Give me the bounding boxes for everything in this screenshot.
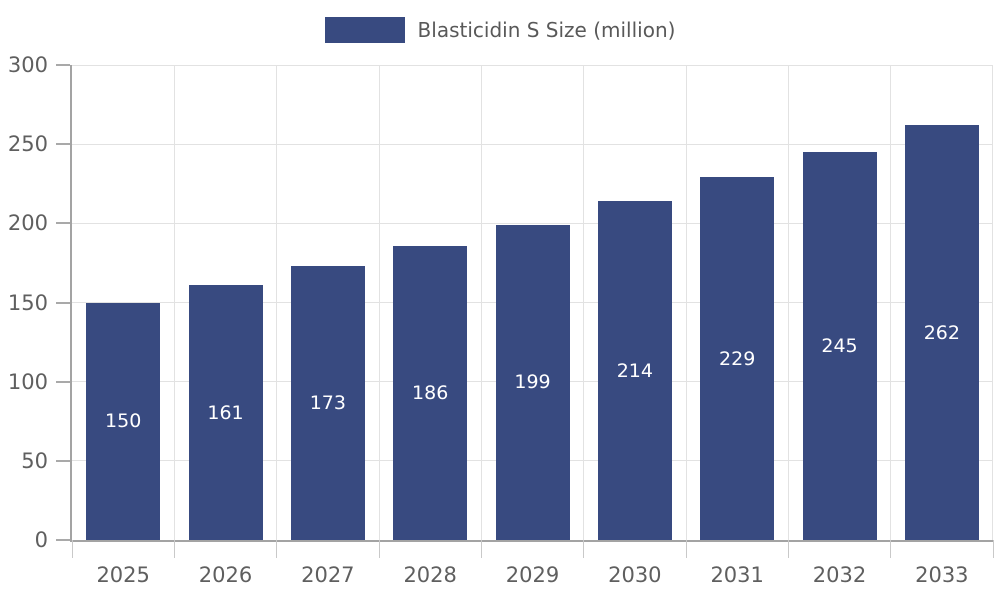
bar-value-label: 186 — [412, 381, 449, 404]
y-axis-tick — [56, 539, 70, 541]
bar-value-label: 150 — [105, 410, 142, 433]
y-axis-tick — [56, 459, 70, 462]
x-axis-tick-label: 2026 — [198, 563, 253, 587]
legend: Blasticidin S Size (million) — [0, 17, 1000, 43]
bar-value-label: 199 — [514, 371, 551, 394]
y-axis-tick — [56, 301, 70, 304]
legend-swatch — [324, 17, 405, 43]
y-axis-tick-label: 300 — [7, 53, 48, 77]
x-axis-tick — [71, 540, 73, 558]
x-axis-tick-label: 2030 — [608, 563, 662, 587]
y-axis-tick-label: 100 — [7, 369, 48, 394]
gridline-vertical — [685, 65, 687, 540]
y-axis-tick-label: 50 — [21, 448, 48, 473]
gridline-vertical — [276, 65, 278, 540]
x-axis-tick-label: 2027 — [301, 563, 355, 587]
bar: 161 — [188, 285, 263, 540]
x-axis-tick — [583, 540, 585, 558]
x-axis-tick — [276, 540, 278, 558]
y-axis-tick-label: 200 — [7, 211, 48, 236]
y-axis-tick — [56, 143, 70, 146]
bar-value-label: 262 — [923, 321, 960, 344]
gridline-vertical — [890, 65, 892, 540]
bar: 199 — [495, 224, 570, 540]
y-axis-tick-label: 150 — [7, 290, 48, 315]
x-axis-tick-label: 2029 — [505, 563, 560, 587]
x-axis-tick-label: 2028 — [403, 563, 457, 587]
bar: 150 — [86, 302, 161, 540]
gridline-horizontal — [72, 222, 993, 224]
y-axis-tick — [56, 222, 70, 225]
gridline-vertical — [583, 65, 585, 540]
bar-value-label: 229 — [719, 347, 756, 370]
x-axis-tick — [787, 540, 789, 558]
gridline-vertical — [378, 65, 380, 540]
x-axis-tick — [992, 540, 994, 558]
y-axis-tick — [56, 64, 70, 66]
x-axis-tick-label: 2032 — [812, 563, 867, 587]
bar: 173 — [290, 266, 365, 540]
gridline-vertical — [480, 65, 482, 540]
bar: 186 — [393, 245, 468, 540]
x-axis-tick — [480, 540, 482, 558]
plot-border-top — [72, 65, 993, 66]
x-axis-tick — [173, 540, 175, 558]
gridline-horizontal — [72, 143, 993, 145]
bar: 262 — [904, 125, 979, 540]
x-axis-tick-label: 2025 — [96, 563, 150, 587]
y-axis-tick-label: 250 — [7, 132, 48, 157]
x-axis-tick — [890, 540, 892, 558]
gridline-vertical — [787, 65, 789, 540]
x-axis-tick — [378, 540, 380, 558]
x-axis-tick-label: 2033 — [915, 563, 969, 587]
x-axis-line — [70, 540, 993, 542]
gridline-vertical — [173, 65, 175, 540]
plot-area: 0 50 100 150 200 250 300 150 2025 161 2026 173 2027 1… — [8, 53, 994, 587]
bar: 214 — [597, 201, 672, 540]
bar-value-label: 161 — [207, 401, 244, 424]
bar-value-label: 214 — [616, 359, 653, 382]
legend-label: Blasticidin S Size (million) — [417, 18, 676, 42]
y-axis-line — [70, 65, 72, 542]
y-axis-tick — [56, 380, 70, 383]
bar: 229 — [700, 177, 775, 540]
bar-value-label: 245 — [821, 335, 858, 358]
x-axis-tick-label: 2031 — [710, 563, 764, 587]
bar-value-label: 173 — [309, 392, 346, 415]
x-axis-tick — [685, 540, 687, 558]
bar: 245 — [802, 152, 877, 540]
y-axis-tick-label: 0 — [34, 528, 48, 552]
